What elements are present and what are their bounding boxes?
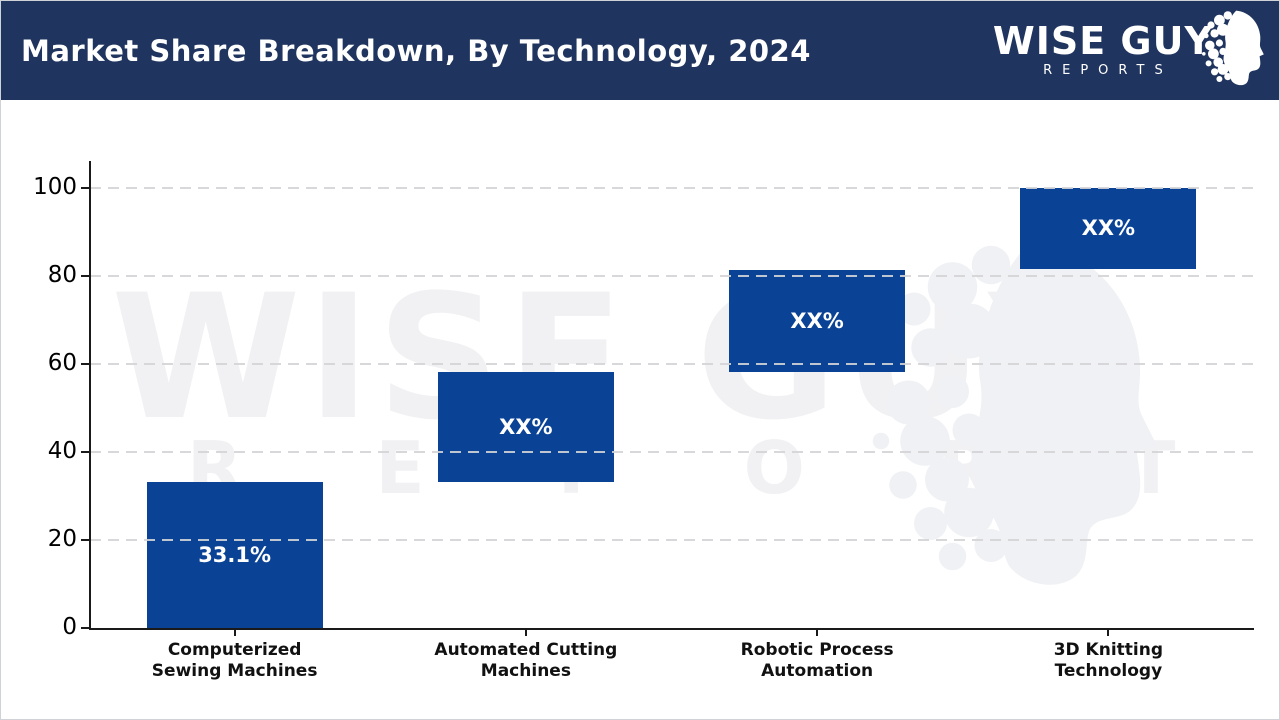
gridline [90, 451, 1254, 453]
bar: XX% [437, 372, 614, 483]
y-tick-mark [81, 539, 89, 541]
category-label-line: Automated Cutting [434, 640, 618, 660]
category-label-line: Machines [480, 661, 571, 681]
x-axis-line [89, 628, 1254, 630]
watermark-head-icon [859, 219, 1189, 619]
category-label: Automated Cutting Machines [376, 640, 676, 682]
wiseguy-logo: WISE GUY REPORTS [993, 7, 1271, 91]
bar-value-label: XX% [499, 415, 553, 440]
x-tick-mark [1107, 630, 1110, 636]
logo-reports-label: REPORTS [1043, 62, 1173, 78]
bar-value-label: XX% [1081, 216, 1136, 241]
x-tick-mark [524, 630, 527, 636]
y-tick-mark [81, 451, 89, 453]
gridline [90, 275, 1254, 277]
gridline [90, 363, 1254, 365]
x-tick-mark [816, 630, 819, 636]
category-label-line: Computerized [167, 640, 302, 660]
category-label: Computerized Sewing Machines [85, 640, 385, 682]
y-axis-line [89, 161, 91, 628]
y-tick-mark [81, 627, 89, 629]
bar-value-label: XX% [790, 308, 844, 333]
y-tick-mark [81, 187, 89, 189]
category-label-line: 3D Knitting [1053, 640, 1164, 660]
gridline [90, 187, 1254, 189]
header-bar: Market Share Breakdown, By Technology, 2… [1, 1, 1279, 100]
category-label-line: Technology [1054, 661, 1163, 681]
bar: XX% [729, 269, 906, 372]
category-label-line: Sewing Machines [151, 661, 318, 681]
y-tick-label: 40 [47, 438, 77, 464]
y-tick-label: 0 [62, 614, 77, 640]
y-tick-mark [81, 275, 89, 277]
bar: 33.1% [146, 482, 323, 628]
category-label: Robotic Process Automation [667, 640, 967, 682]
y-tick-label: 20 [47, 526, 77, 552]
x-tick-mark [233, 630, 236, 636]
gridline [90, 539, 1254, 541]
page-title: Market Share Breakdown, By Technology, 2… [21, 34, 811, 68]
category-label: 3D Knitting Technology [958, 640, 1258, 682]
y-tick-label: 60 [47, 350, 77, 376]
wiseguy-logo-text: WISE GUY REPORTS [993, 21, 1213, 78]
bar-value-label: 33.1% [198, 543, 272, 568]
category-label-line: Automation [761, 661, 874, 681]
logo-wiseguy-label: WISE GUY [992, 18, 1213, 63]
category-label-line: Robotic Process [740, 640, 894, 660]
y-tick-mark [81, 363, 89, 365]
bar: XX% [1020, 188, 1197, 269]
y-tick-label: 80 [47, 262, 77, 288]
y-tick-label: 100 [33, 174, 77, 200]
wiseguy-logo-head-icon [1199, 7, 1271, 91]
